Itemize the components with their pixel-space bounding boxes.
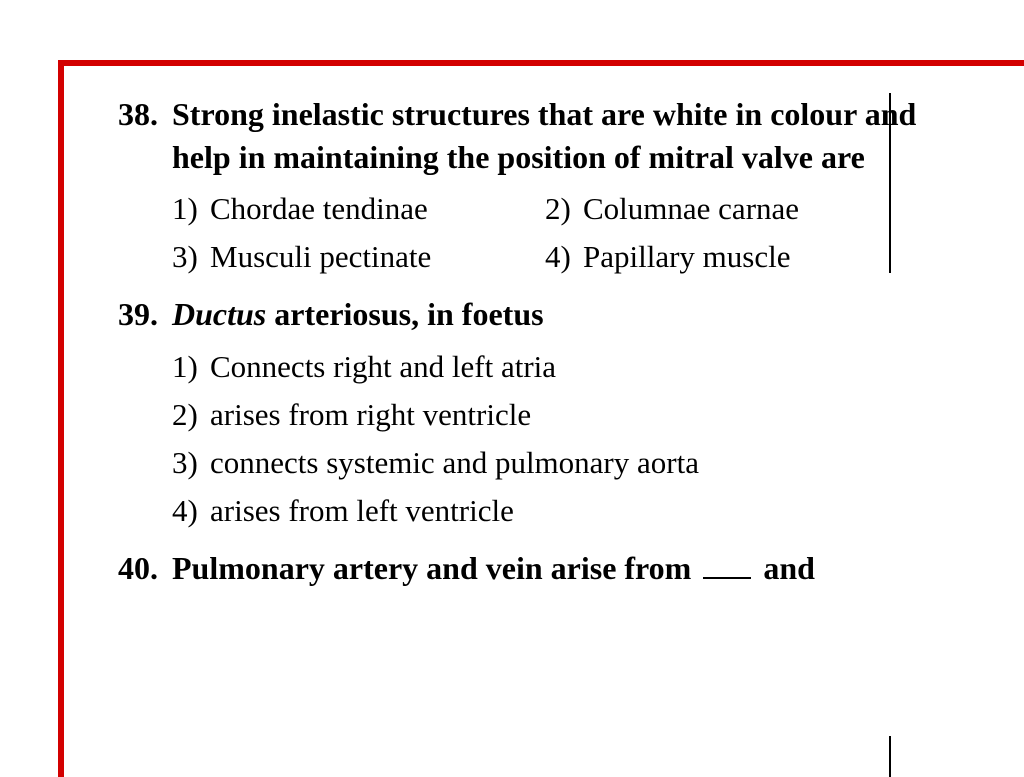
q38-opt-row-2: 3) Musculi pectinate 4) Papillary muscle [172, 233, 918, 281]
question-38: 38. Strong inelastic structures that are… [98, 93, 918, 281]
q38-opt-row-1: 1) Chordae tendinae 2) Columnae carnae [172, 185, 918, 233]
q39-opt-row-4: 4) arises from left ventricle [172, 487, 918, 535]
q39-option-2: 2) arises from right ventricle [172, 391, 918, 439]
q38-option-2: 2) Columnae carnae [545, 185, 918, 233]
page: 38. Strong inelastic structures that are… [0, 0, 1024, 777]
q39-option-1: 1) Connects right and left atria [172, 343, 918, 391]
q39-opt1-num: 1) [172, 343, 210, 391]
question-40: 40. Pulmonary artery and vein arise from… [98, 547, 918, 590]
gap-38-39 [98, 281, 918, 293]
q39-opt1-text: Connects right and left atria [210, 343, 918, 391]
q40-number: 40. [98, 547, 172, 590]
q40-right-rule [889, 736, 891, 777]
q39-stem: Ductus arteriosus, in foetus [172, 293, 918, 336]
q38-opt3-text: Musculi pectinate [210, 233, 545, 281]
q40-stem: Pulmonary artery and vein arise from and [172, 547, 918, 590]
q40-blank [703, 548, 751, 579]
q39-opt2-num: 2) [172, 391, 210, 439]
q38-body: Strong inelastic structures that are whi… [172, 93, 918, 281]
q39-opt-row-3: 3) connects systemic and pulmonary aorta [172, 439, 918, 487]
q38-option-1: 1) Chordae tendinae [172, 185, 545, 233]
q38-option-3: 3) Musculi pectinate [172, 233, 545, 281]
q38-number: 38. [98, 93, 172, 136]
q38-opt2-num: 2) [545, 185, 583, 233]
content: 38. Strong inelastic structures that are… [98, 93, 918, 590]
q39-opt4-num: 4) [172, 487, 210, 535]
left-red-rule [58, 60, 64, 777]
q38-opt4-text: Papillary muscle [583, 233, 918, 281]
q39-option-4: 4) arises from left ventricle [172, 487, 918, 535]
q40-body: Pulmonary artery and vein arise from and [172, 547, 918, 590]
q38-opt1-text: Chordae tendinae [210, 185, 545, 233]
q38-options: 1) Chordae tendinae 2) Columnae carnae 3… [172, 185, 918, 281]
question-39: 39. Ductus arteriosus, in foetus 1) Conn… [98, 293, 918, 534]
q38-opt4-num: 4) [545, 233, 583, 281]
q40-stem-after: and [755, 550, 815, 586]
q39-options: 1) Connects right and left atria 2) aris… [172, 343, 918, 535]
q39-body: Ductus arteriosus, in foetus 1) Connects… [172, 293, 918, 534]
top-red-rule [58, 60, 1024, 66]
q39-opt3-text: connects systemic and pulmonary aorta [210, 439, 918, 487]
q39-stem-rest: arteriosus, in foetus [266, 296, 543, 332]
q38-stem: Strong inelastic structures that are whi… [172, 93, 918, 179]
q39-opt-row-2: 2) arises from right ventricle [172, 391, 918, 439]
q39-opt4-text: arises from left ventricle [210, 487, 918, 535]
q39-option-3: 3) connects systemic and pulmonary aorta [172, 439, 918, 487]
q38-opt2-text: Columnae carnae [583, 185, 918, 233]
q38-option-4: 4) Papillary muscle [545, 233, 918, 281]
gap-39-40 [98, 535, 918, 547]
q39-opt3-num: 3) [172, 439, 210, 487]
q38-opt1-num: 1) [172, 185, 210, 233]
q40-stem-before: Pulmonary artery and vein arise from [172, 550, 699, 586]
q39-opt-row-1: 1) Connects right and left atria [172, 343, 918, 391]
q38-opt3-num: 3) [172, 233, 210, 281]
q39-stem-italic: Ductus [172, 296, 266, 332]
q39-number: 39. [98, 293, 172, 336]
q39-opt2-text: arises from right ventricle [210, 391, 918, 439]
